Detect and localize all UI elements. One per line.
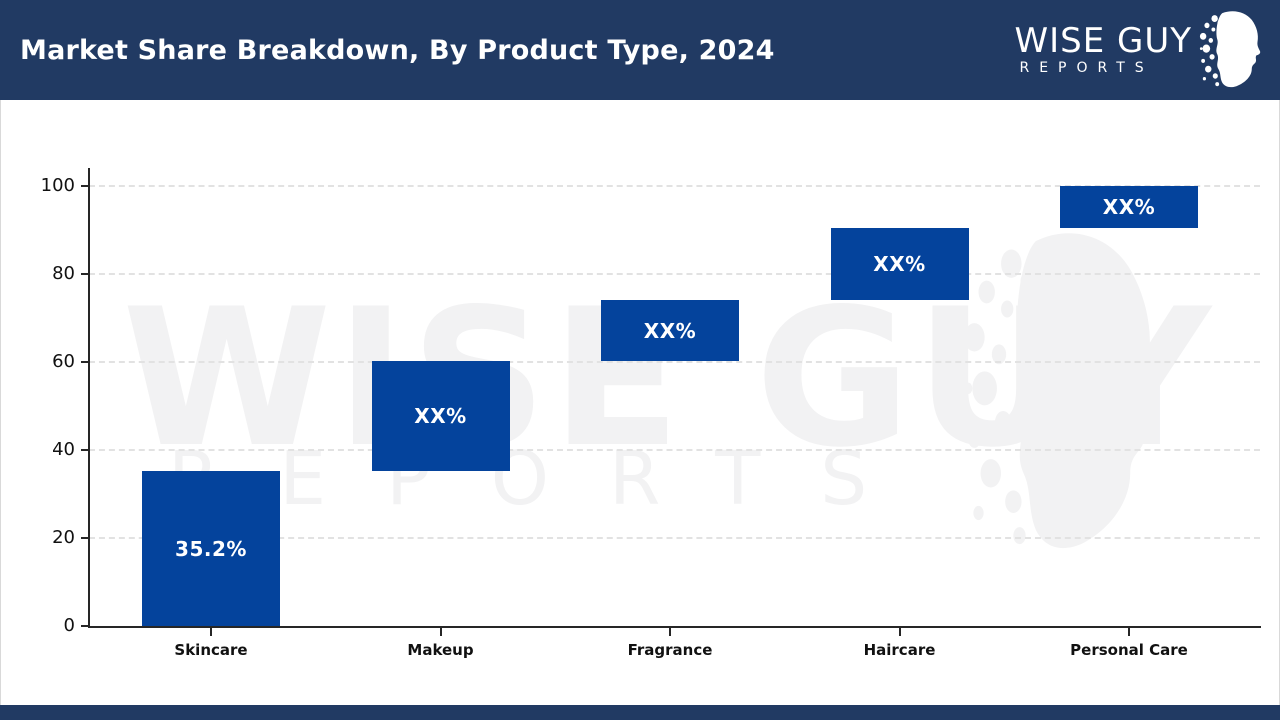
y-axis-tick [81,449,89,451]
gridline-40 [89,449,1260,451]
y-axis-tick [81,185,89,187]
y-axis-tick [81,625,89,627]
y-axis-tick-label: 80 [52,263,75,284]
y-axis-tick-label: 60 [52,351,75,372]
watermark-dotted-face-profile-icon [964,233,1158,549]
x-axis-category-label: Haircare [863,641,936,659]
x-axis-category-label: Fragrance [627,641,713,659]
x-axis-category-label: Makeup [407,641,474,659]
brand-subname: REPORTS [1019,60,1154,77]
bar-value-label: XX% [873,252,926,277]
y-axis-tick-label: 100 [40,175,75,196]
y-axis-line [88,168,90,628]
y-axis-tick-label: 20 [52,527,75,548]
y-axis-tick [81,361,89,363]
bar-value-label: XX% [1102,194,1156,219]
x-axis-category-label: Personal Care [1070,641,1188,659]
x-axis-tick [898,628,901,636]
y-axis-tick [81,273,89,275]
gridline-60 [89,361,1260,363]
gridline-20 [89,537,1260,539]
bar-value-label: XX% [414,404,467,429]
brand-name: WISE GUY [1014,20,1192,61]
bar-fragrance: XX% [601,300,739,362]
x-axis-line [88,626,1261,628]
x-axis-tick [669,628,671,636]
x-axis-tick [439,628,442,636]
x-axis-tick [210,628,212,636]
header-bar: Market Share Breakdown, By Product Type,… [0,0,1280,100]
brand-logo-text: WISE GUY REPORTS [1014,20,1192,77]
bar-personal-care: XX% [1060,186,1198,228]
gridline-100 [89,185,1260,187]
y-axis-tick [81,537,89,539]
bar-value-label: 35.2% [175,536,247,561]
footer-bar [0,705,1280,720]
y-axis-tick-label: 0 [63,615,75,636]
bar-haircare: XX% [830,227,969,301]
bar-skincare: 35.2% [142,471,280,626]
page-title: Market Share Breakdown, By Product Type,… [20,34,775,66]
x-axis-category-label: Skincare [174,641,248,659]
bar-makeup: XX% [371,361,510,472]
gridline-80 [89,273,1260,275]
bar-value-label: XX% [643,318,697,343]
brand-logo: WISE GUY REPORTS [1014,9,1262,91]
x-axis-tick [1128,628,1130,636]
y-axis-tick-label: 40 [52,439,75,460]
dotted-face-profile-icon [1199,11,1261,88]
